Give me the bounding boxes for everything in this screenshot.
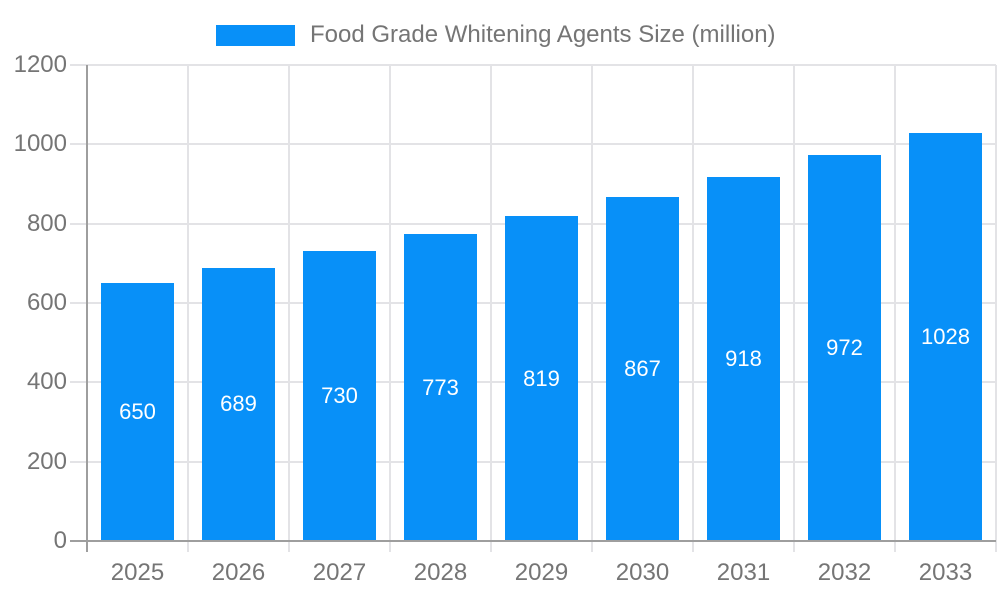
bar-2033[interactable] <box>909 133 982 541</box>
x-axis-line <box>70 540 996 542</box>
bar-value-label: 730 <box>321 383 358 409</box>
x-gridline <box>692 65 694 552</box>
y-axis-tick-label: 600 <box>26 289 67 316</box>
x-gridline <box>995 65 997 552</box>
x-axis-tick-label: 2025 <box>110 559 165 586</box>
bar-2029[interactable] <box>505 216 578 541</box>
bar-2025[interactable] <box>101 283 174 541</box>
x-axis-tick-label: 2032 <box>817 559 872 586</box>
x-axis-tick-label: 2029 <box>514 559 569 586</box>
bar-value-label: 918 <box>725 345 762 371</box>
y-axis-tick-label: 800 <box>26 209 67 237</box>
bar-value-label: 972 <box>826 335 863 361</box>
y-axis-tick-label: 1000 <box>13 130 67 158</box>
y-gridline <box>70 64 996 66</box>
bar-2027[interactable] <box>303 251 376 541</box>
bar-2032[interactable] <box>808 155 881 541</box>
x-axis-tick-label: 2033 <box>918 559 973 586</box>
x-axis-tick-label: 2030 <box>615 559 670 586</box>
y-gridline <box>70 143 996 146</box>
bar-2030[interactable] <box>606 197 679 541</box>
bar-2026[interactable] <box>202 267 275 541</box>
legend-label: Food Grade Whitening Agents Size (millio… <box>310 21 776 48</box>
y-axis-tick-label: 400 <box>26 368 67 396</box>
x-gridline <box>389 65 391 552</box>
x-gridline <box>288 65 290 552</box>
x-gridline <box>187 65 189 552</box>
legend-swatch-icon <box>216 24 295 46</box>
plot-area: 0 200 400 600 800 1000 1200 650 689 730 773 819 867 9… <box>14 51 997 586</box>
bar-2031[interactable] <box>707 176 780 541</box>
bar-value-label: 867 <box>624 356 661 382</box>
x-axis-tick-label: 2028 <box>413 559 468 586</box>
bar-value-label: 689 <box>220 391 257 417</box>
x-axis-tick-label: 2031 <box>716 559 771 586</box>
x-axis-tick-label: 2027 <box>312 559 367 586</box>
x-gridline <box>490 65 492 552</box>
bar-2028[interactable] <box>404 234 477 541</box>
bar-value-label: 819 <box>523 365 560 391</box>
bar-value-label: 1028 <box>921 324 970 350</box>
y-axis-tick-label: 0 <box>53 527 67 554</box>
legend[interactable]: Food Grade Whitening Agents Size (millio… <box>216 22 776 48</box>
bar-value-label: 650 <box>119 399 156 425</box>
x-axis-tick-label: 2026 <box>211 559 266 586</box>
y-axis-tick-label: 200 <box>26 447 67 475</box>
x-gridline <box>591 65 593 552</box>
x-gridline <box>894 65 896 552</box>
bar-value-label: 773 <box>422 374 459 400</box>
y-axis-tick-label: 1200 <box>13 51 67 78</box>
x-gridline <box>793 65 795 552</box>
y-axis-line <box>86 65 88 552</box>
